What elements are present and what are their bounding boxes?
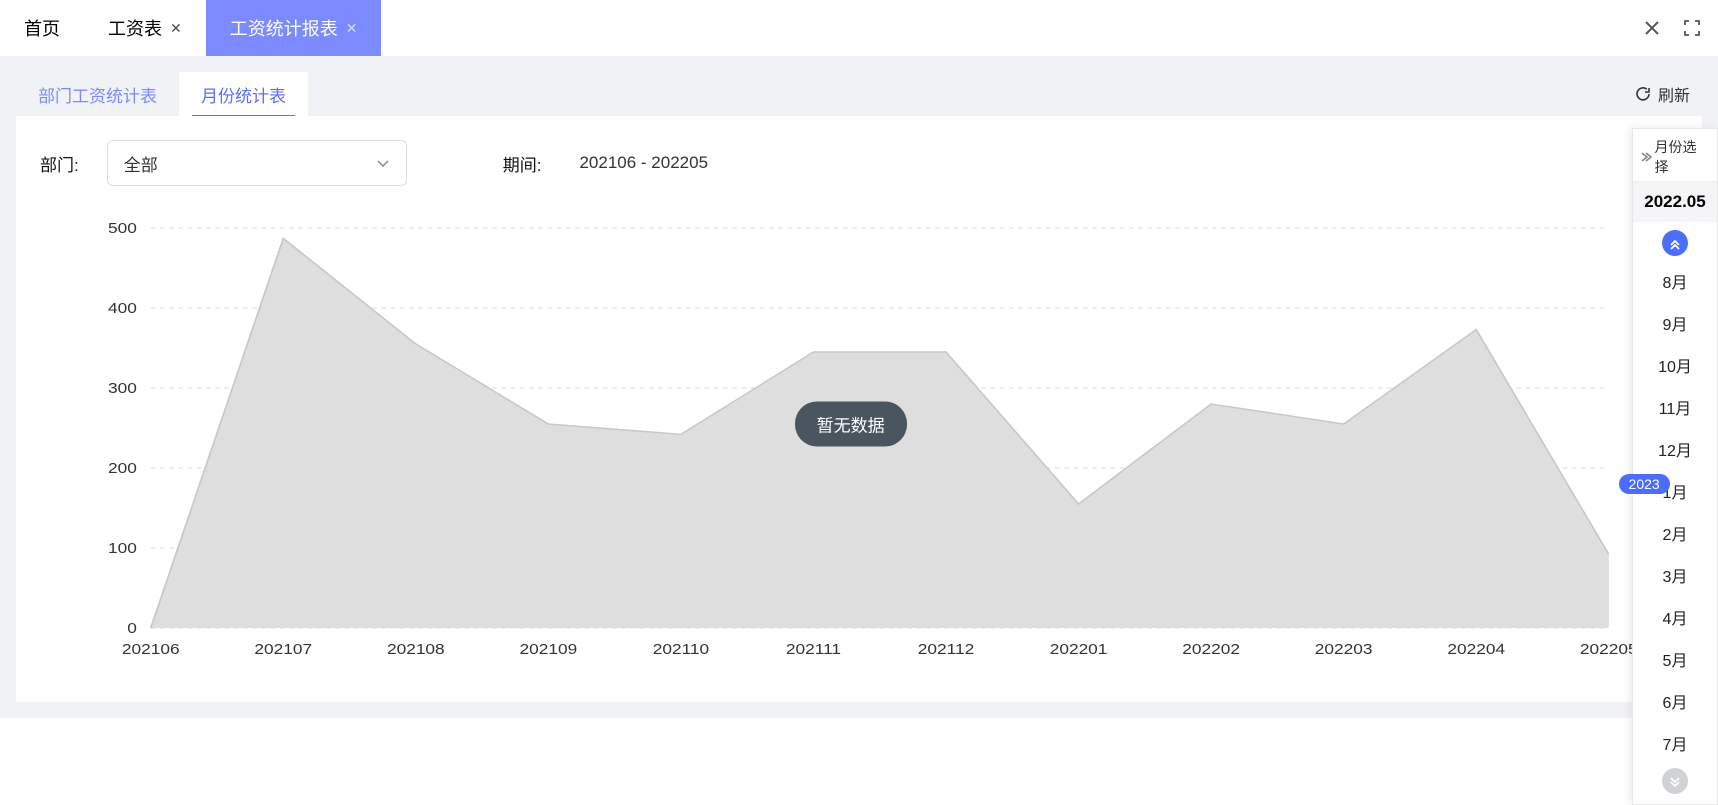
month-list: 8月 9月 10月 11月 12月 1月2023 2月 3月 4月 5月 6月 7月 <box>1633 264 1717 760</box>
month-panel-title: 月份选择 <box>1655 137 1709 177</box>
svg-text:100: 100 <box>108 540 137 557</box>
department-select[interactable]: 全部 <box>107 140 407 186</box>
month-item[interactable]: 7月 <box>1663 726 1688 760</box>
month-item[interactable]: 11月 <box>1659 390 1692 424</box>
year-badge: 2023 <box>1619 474 1670 494</box>
close-icon <box>1643 19 1661 37</box>
scroll-down-button[interactable] <box>1662 768 1688 794</box>
sub-page: 部门工资统计表 月份统计表 刷新 部门: 全部 期间: 202106 - 202… <box>0 56 1718 718</box>
sub-tab-label: 月份统计表 <box>201 82 286 107</box>
month-item[interactable]: 12月 <box>1658 432 1692 466</box>
svg-text:202111: 202111 <box>786 641 841 658</box>
tab-salary[interactable]: 工资表 ✕ <box>84 0 206 56</box>
svg-text:300: 300 <box>108 380 137 397</box>
tab-label: 工资统计报表 <box>230 15 338 41</box>
sub-tab-department[interactable]: 部门工资统计表 <box>16 72 179 116</box>
month-scroll: 8月 9月 10月 11月 12月 1月2023 2月 3月 4月 5月 6月 7月 <box>1633 222 1717 804</box>
close-icon[interactable]: ✕ <box>170 20 182 37</box>
svg-text:202204: 202204 <box>1447 641 1505 658</box>
month-panel-selected: 2022.05 <box>1633 182 1717 222</box>
svg-text:202108: 202108 <box>387 641 445 658</box>
svg-text:202202: 202202 <box>1182 641 1240 658</box>
close-all-button[interactable] <box>1638 14 1666 42</box>
fullscreen-button[interactable] <box>1678 14 1706 42</box>
month-panel-header: 月份选择 <box>1633 129 1717 182</box>
svg-text:202106: 202106 <box>122 641 180 658</box>
svg-text:202201: 202201 <box>1050 641 1108 658</box>
month-item[interactable]: 10月 <box>1658 348 1692 382</box>
chart-monthly-area: 0 100 200 300 400 500 202106 202107 202108 202109… <box>40 210 1678 690</box>
svg-text:202205: 202205 <box>1580 641 1638 658</box>
svg-text:0: 0 <box>127 620 137 637</box>
tab-bar-right <box>1638 0 1706 56</box>
refresh-icon <box>1634 85 1652 103</box>
month-item[interactable]: 5月 <box>1663 642 1688 676</box>
tab-salary-report[interactable]: 工资统计报表 ✕ <box>206 0 382 56</box>
chevron-down-icon <box>376 156 390 170</box>
svg-text:500: 500 <box>108 220 137 237</box>
month-item[interactable]: 4月 <box>1663 600 1688 634</box>
sub-tab-month[interactable]: 月份统计表 <box>179 72 308 116</box>
svg-text:400: 400 <box>108 300 137 317</box>
month-item[interactable]: 9月 <box>1663 306 1688 340</box>
month-item[interactable]: 1月2023 <box>1663 474 1688 508</box>
collapse-icon[interactable] <box>1637 148 1655 166</box>
scroll-up-button[interactable] <box>1662 230 1688 256</box>
sub-tabs: 部门工资统计表 月份统计表 刷新 <box>16 72 1702 116</box>
tab-bar: 首页 工资表 ✕ 工资统计报表 ✕ <box>0 0 1718 56</box>
svg-text:202110: 202110 <box>653 641 709 658</box>
svg-text:202107: 202107 <box>254 641 312 658</box>
refresh-label: 刷新 <box>1658 82 1690 106</box>
month-picker-panel: 月份选择 2022.05 8月 9月 10月 11月 12月 1月2023 2月 3月 4月 5月… <box>1632 128 1718 805</box>
period-value: 202106 - 202205 <box>579 153 708 173</box>
tab-label: 首页 <box>24 15 60 41</box>
tab-label: 工资表 <box>108 15 162 41</box>
tab-home[interactable]: 首页 <box>0 0 84 56</box>
month-item[interactable]: 3月 <box>1663 558 1688 592</box>
department-label: 部门: <box>40 151 79 176</box>
svg-text:200: 200 <box>108 460 137 477</box>
month-item[interactable]: 8月 <box>1663 264 1688 298</box>
month-item[interactable]: 2月 <box>1663 516 1688 550</box>
svg-text:202109: 202109 <box>520 641 578 658</box>
card-chart: 部门: 全部 期间: 202106 - 202205 0 100 200 300 400… <box>16 116 1702 702</box>
period-label: 期间: <box>503 151 542 176</box>
svg-text:202203: 202203 <box>1315 641 1373 658</box>
svg-text:202112: 202112 <box>918 641 974 658</box>
month-item[interactable]: 6月 <box>1663 684 1688 718</box>
fullscreen-icon <box>1683 19 1701 37</box>
filter-row: 部门: 全部 期间: 202106 - 202205 <box>40 140 1678 186</box>
department-value: 全部 <box>124 151 158 176</box>
close-icon[interactable]: ✕ <box>346 20 358 37</box>
refresh-button[interactable]: 刷新 <box>1634 72 1690 116</box>
sub-tab-label: 部门工资统计表 <box>38 82 157 107</box>
chart-svg: 0 100 200 300 400 500 202106 202107 202108 202109… <box>40 210 1678 690</box>
